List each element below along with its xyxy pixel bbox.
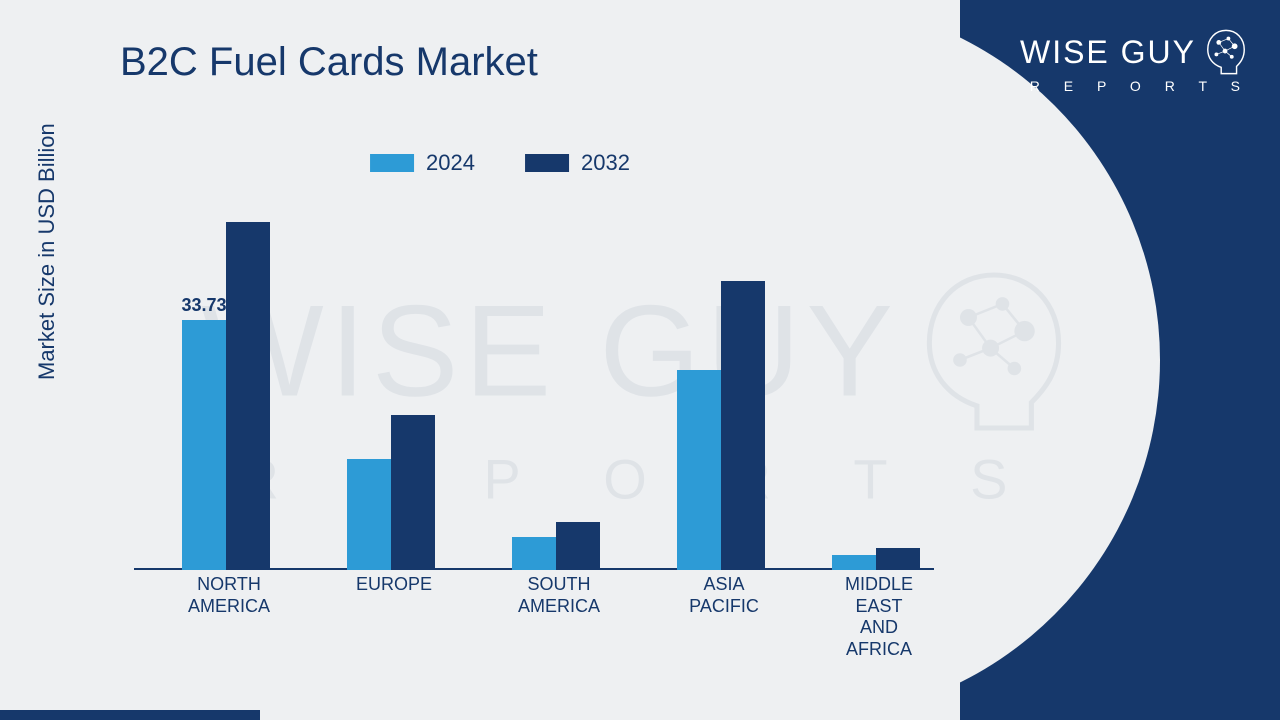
- logo-main-text: WISE GUY: [1020, 36, 1196, 68]
- legend-label: 2024: [426, 150, 475, 176]
- legend: 2024 2032: [370, 150, 630, 176]
- bar-2024: [677, 370, 721, 570]
- plot-area: 33.73: [134, 200, 934, 570]
- logo-head-icon: [1202, 28, 1250, 76]
- legend-swatch: [370, 154, 414, 172]
- bar-2024: [512, 537, 556, 570]
- bar-2032: [391, 415, 435, 570]
- legend-label: 2032: [581, 150, 630, 176]
- x-axis-label: MIDDLEEASTANDAFRICA: [814, 574, 944, 660]
- bar-2032: [721, 281, 765, 570]
- bar-value-label: 33.73: [181, 295, 226, 316]
- bar-2024: [832, 555, 876, 570]
- legend-item: 2032: [525, 150, 630, 176]
- x-axis-label: SOUTHAMERICA: [494, 574, 624, 617]
- bar-2032: [556, 522, 600, 570]
- x-axis-label: NORTHAMERICA: [164, 574, 294, 617]
- chart-title: B2C Fuel Cards Market: [120, 40, 538, 85]
- bar-2024: [347, 459, 391, 570]
- bar-2032: [226, 222, 270, 570]
- x-axis-label: EUROPE: [329, 574, 459, 596]
- bar-2032: [876, 548, 920, 570]
- y-axis-label: Market Size in USD Billion: [34, 123, 60, 380]
- bottom-accent-strip: [0, 710, 260, 720]
- legend-swatch: [525, 154, 569, 172]
- chart-area: 20242032 Market Size in USD Billion 33.7…: [60, 150, 940, 690]
- right-panel: [960, 0, 1280, 720]
- legend-item: 2024: [370, 150, 475, 176]
- logo-sub-text: R E P O R T S: [1020, 78, 1250, 94]
- bar-2024: 33.73: [182, 320, 226, 570]
- brand-logo: WISE GUY R E P O R T S: [1020, 28, 1250, 94]
- x-axis-label: ASIAPACIFIC: [659, 574, 789, 617]
